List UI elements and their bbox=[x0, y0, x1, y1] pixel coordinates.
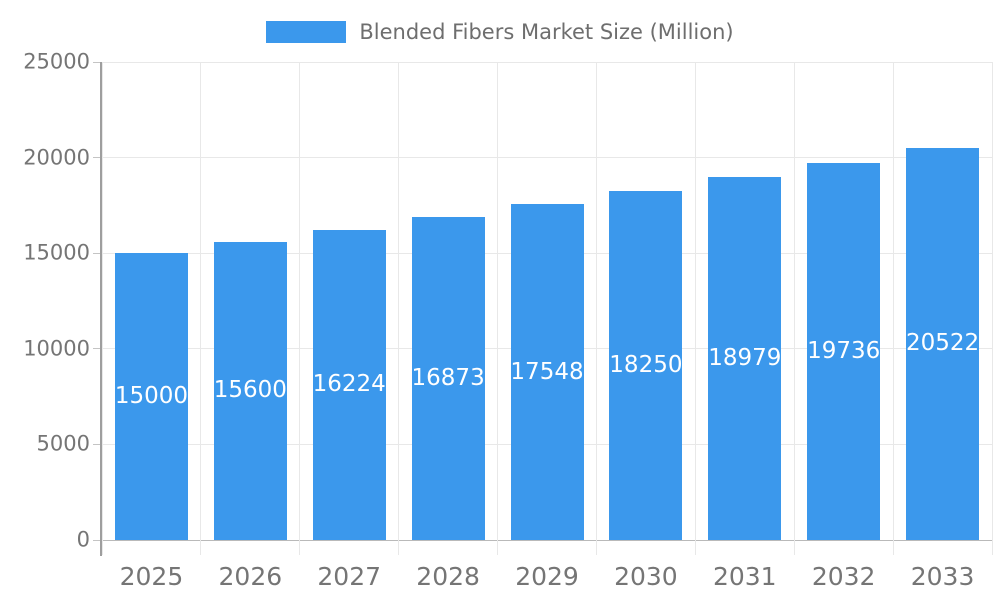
y-axis-tick-label: 10000 bbox=[23, 336, 90, 361]
x-gridline bbox=[793, 62, 795, 555]
y-gridline bbox=[102, 61, 992, 63]
bar-2028[interactable]: 16873 bbox=[412, 217, 485, 540]
legend-swatch-icon bbox=[266, 21, 347, 43]
bar-value-label: 15000 bbox=[114, 383, 189, 410]
x-axis-tick-label: 2026 bbox=[218, 562, 283, 591]
chart-legend-item[interactable]: Blended Fibers Market Size (Million) bbox=[0, 20, 1000, 44]
y-axis-tick bbox=[93, 443, 100, 445]
y-axis-tick-label: 0 bbox=[76, 527, 90, 552]
x-gridline bbox=[991, 62, 993, 555]
y-axis-tick-label: 20000 bbox=[23, 145, 90, 170]
bar-value-label: 20522 bbox=[905, 330, 980, 357]
y-gridline bbox=[102, 539, 992, 541]
bar-value-label: 17548 bbox=[510, 358, 584, 385]
y-axis-tick-label: 15000 bbox=[23, 240, 90, 265]
x-gridline bbox=[200, 62, 202, 555]
plot-area: 0 5000 10000 15000 20000 25000 15000 2025 15600 2… bbox=[23, 51, 993, 589]
x-axis-tick-label: 2025 bbox=[119, 562, 184, 591]
y-axis-tick bbox=[93, 157, 100, 159]
bar-value-label: 19736 bbox=[807, 337, 881, 364]
bar-2030[interactable]: 18250 bbox=[609, 191, 682, 540]
y-axis-tick-label: 25000 bbox=[23, 49, 90, 74]
x-axis-tick-label: 2029 bbox=[515, 562, 579, 591]
bar-value-label: 15600 bbox=[213, 377, 287, 404]
y-axis-tick bbox=[93, 252, 100, 254]
y-axis-tick-label: 5000 bbox=[36, 431, 90, 456]
x-gridline bbox=[398, 62, 400, 555]
x-axis-tick-label: 2032 bbox=[811, 562, 876, 591]
x-axis-tick-label: 2030 bbox=[614, 562, 678, 591]
x-gridline bbox=[101, 62, 103, 555]
x-gridline bbox=[595, 62, 597, 555]
bar-value-label: 16224 bbox=[312, 371, 386, 398]
legend-label: Blended Fibers Market Size (Million) bbox=[359, 20, 734, 44]
bar-2026[interactable]: 15600 bbox=[213, 241, 287, 540]
x-gridline bbox=[497, 62, 499, 555]
x-gridline bbox=[694, 62, 696, 555]
bar-value-label: 18250 bbox=[609, 352, 683, 379]
bar-2033[interactable]: 20522 bbox=[905, 147, 980, 540]
x-axis-tick-label: 2031 bbox=[712, 562, 777, 591]
y-axis-tick bbox=[93, 539, 100, 541]
bar-2027[interactable]: 16224 bbox=[312, 229, 386, 540]
y-gridline bbox=[102, 157, 992, 159]
bar-value-label: 16873 bbox=[411, 365, 485, 392]
bar-2029[interactable]: 17548 bbox=[510, 204, 584, 540]
y-axis-line bbox=[100, 62, 102, 556]
y-axis-tick bbox=[93, 348, 100, 350]
bar-2031[interactable]: 18979 bbox=[708, 177, 781, 540]
x-axis-tick-label: 2028 bbox=[416, 562, 480, 591]
y-axis-tick bbox=[93, 61, 100, 63]
x-gridline bbox=[299, 62, 301, 555]
bar-2025[interactable]: 15000 bbox=[115, 253, 188, 540]
x-gridline bbox=[892, 62, 894, 555]
x-axis-tick-label: 2033 bbox=[910, 562, 975, 591]
bar-value-label: 18979 bbox=[708, 345, 782, 372]
x-axis-tick-label: 2027 bbox=[317, 562, 382, 591]
bar-2032[interactable]: 19736 bbox=[807, 162, 881, 540]
